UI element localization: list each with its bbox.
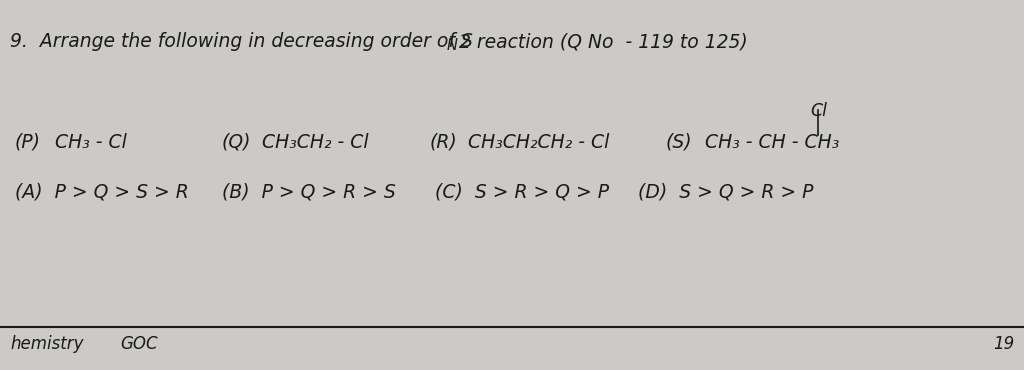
Text: (Q): (Q)	[222, 133, 252, 152]
Text: (S): (S)	[666, 133, 692, 152]
Text: (D)  S > Q > R > P: (D) S > Q > R > P	[638, 182, 813, 201]
Text: CH₃CH₂ - Cl: CH₃CH₂ - Cl	[262, 133, 369, 152]
Text: GOC: GOC	[120, 335, 158, 353]
Text: CH₃ - CH - CH₃: CH₃ - CH - CH₃	[705, 133, 840, 152]
Text: 9.  Arrange the following in decreasing order of S: 9. Arrange the following in decreasing o…	[10, 32, 473, 51]
Text: CH₃CH₂CH₂ - Cl: CH₃CH₂CH₂ - Cl	[468, 133, 609, 152]
Text: N: N	[447, 38, 458, 53]
Text: 2 reaction (Q No  - 119 to 125): 2 reaction (Q No - 119 to 125)	[459, 32, 748, 51]
Text: (P): (P)	[15, 133, 41, 152]
Text: (R): (R)	[430, 133, 458, 152]
Text: CH₃ - Cl: CH₃ - Cl	[55, 133, 127, 152]
Text: (B)  P > Q > R > S: (B) P > Q > R > S	[222, 182, 395, 201]
Text: (C)  S > R > Q > P: (C) S > R > Q > P	[435, 182, 609, 201]
Text: hemistry: hemistry	[10, 335, 84, 353]
Text: 19: 19	[992, 335, 1014, 353]
Text: (A)  P > Q > S > R: (A) P > Q > S > R	[15, 182, 188, 201]
Text: Cl: Cl	[810, 102, 827, 120]
